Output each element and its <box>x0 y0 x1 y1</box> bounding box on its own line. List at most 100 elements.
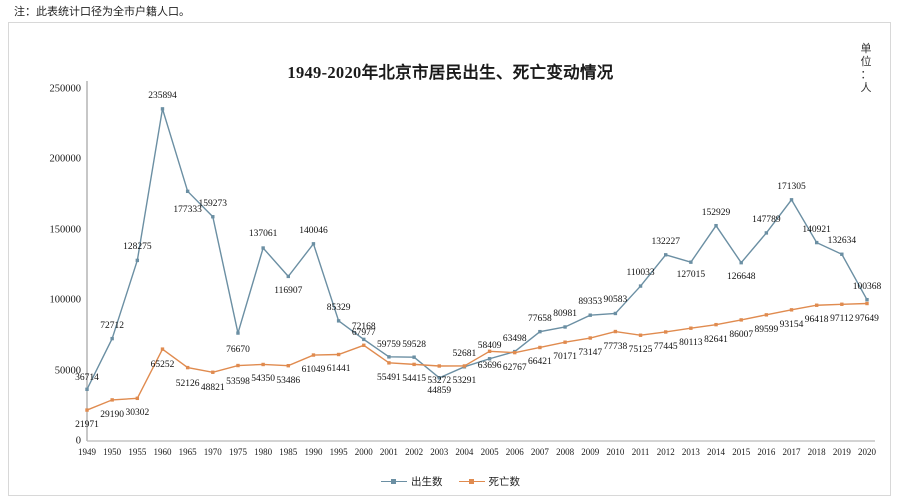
x-axis-tick-label: 1985 <box>279 447 298 457</box>
x-axis-tick-label: 2001 <box>379 447 398 457</box>
y-axis-tick-label: 200000 <box>49 153 82 165</box>
legend-item-deaths[interactable]: 死亡数 <box>458 474 521 489</box>
data-point <box>764 231 769 235</box>
x-axis-tick-label: 1965 <box>178 447 197 457</box>
data-value-label: 140921 <box>802 224 831 235</box>
data-point <box>85 387 89 392</box>
data-value-label: 128275 <box>123 242 152 253</box>
data-point <box>362 343 366 347</box>
data-value-label: 62767 <box>502 362 527 373</box>
y-axis-tick-label: 150000 <box>49 224 82 236</box>
data-value-label: 82641 <box>704 334 728 345</box>
data-value-label: 80113 <box>679 338 703 349</box>
data-point <box>789 198 794 202</box>
data-point <box>286 363 290 368</box>
data-value-label: 76670 <box>226 345 250 356</box>
data-point <box>865 301 869 306</box>
data-value-label: 58409 <box>477 340 502 351</box>
data-value-label: 137061 <box>248 229 278 240</box>
x-axis-tick-label: 2010 <box>606 447 625 457</box>
data-value-label: 89599 <box>754 324 779 335</box>
legend-item-births[interactable]: 出生数 <box>381 474 443 489</box>
data-value-label: 77658 <box>528 313 552 324</box>
x-axis-tick-label: 2009 <box>581 447 600 457</box>
data-point <box>462 364 467 368</box>
data-point <box>85 408 89 412</box>
chart-svg <box>85 81 875 442</box>
x-axis-tick-label: 2016 <box>757 447 776 457</box>
data-point <box>236 363 240 368</box>
data-value-label: 73147 <box>578 348 603 358</box>
data-value-label: 66421 <box>528 357 552 368</box>
data-point <box>110 398 114 402</box>
x-axis-tick-label: 2019 <box>832 447 851 457</box>
data-point <box>311 242 316 246</box>
data-value-label: 96418 <box>804 315 829 326</box>
data-point <box>563 340 567 344</box>
series-line-deaths <box>86 302 868 411</box>
data-value-label: 89353 <box>578 297 603 308</box>
x-axis-tick-label: 2011 <box>631 447 650 457</box>
data-value-label: 29190 <box>100 409 125 420</box>
data-value-label: 30302 <box>125 408 150 419</box>
data-point <box>513 350 517 355</box>
data-point <box>135 396 140 401</box>
data-value-label: 126648 <box>726 271 756 282</box>
data-point <box>211 370 215 374</box>
x-axis-tick-label: 2003 <box>430 447 449 457</box>
data-value-label: 110033 <box>626 268 655 279</box>
data-value-label: 140046 <box>299 225 328 236</box>
data-point <box>588 336 592 340</box>
unit-label: 单 位 ： 人 <box>858 43 874 95</box>
data-point <box>538 345 542 350</box>
data-point <box>588 313 592 317</box>
data-point <box>840 302 844 306</box>
x-axis-tick-label: 1970 <box>203 447 222 457</box>
data-point <box>714 223 718 228</box>
data-value-label: 63498 <box>502 333 527 344</box>
x-axis-tick-label: 2020 <box>858 447 876 457</box>
x-axis-tick-label: 2014 <box>707 447 726 457</box>
data-point <box>764 313 769 317</box>
data-point <box>840 252 844 256</box>
data-value-label: 100368 <box>852 281 882 292</box>
data-point <box>261 362 265 367</box>
data-point <box>110 336 114 341</box>
data-point <box>336 352 341 357</box>
data-point <box>311 353 316 357</box>
x-axis-tick-label: 2015 <box>732 447 751 457</box>
data-point <box>185 365 190 370</box>
data-point <box>689 326 693 330</box>
data-value-label: 127015 <box>676 270 706 281</box>
unit-char-3: 人 <box>860 82 872 94</box>
data-point <box>638 333 643 337</box>
data-value-label: 61049 <box>301 365 326 376</box>
chart-title: 1949-2020年北京市居民出生、死亡变动情况 <box>287 63 614 82</box>
data-value-label: 86007 <box>729 329 754 340</box>
data-point <box>487 349 492 354</box>
data-point <box>135 258 140 263</box>
x-axis-tick-label: 2018 <box>807 447 826 457</box>
legend-swatch-deaths <box>458 477 485 486</box>
data-point <box>487 357 492 361</box>
data-value-label: 52126 <box>175 378 200 389</box>
legend-label-deaths: 死亡数 <box>488 476 521 488</box>
data-value-label: 54415 <box>402 374 426 385</box>
data-point <box>739 260 743 265</box>
data-point <box>362 337 366 342</box>
data-value-label: 132634 <box>827 236 857 247</box>
data-value-label: 235894 <box>148 90 177 101</box>
x-axis-tick-label: 2004 <box>455 447 474 457</box>
data-point <box>789 308 794 312</box>
data-point <box>261 246 265 250</box>
data-point <box>412 362 416 367</box>
data-value-label: 159273 <box>198 198 228 209</box>
data-point <box>336 319 341 323</box>
data-value-label: 48821 <box>200 383 225 394</box>
plot-area: 0 50000 100000 150000 200000 250000 1949 1950 19… <box>9 23 892 497</box>
x-axis-tick-label: 2008 <box>556 447 575 457</box>
x-axis-tick-label: 2006 <box>505 447 524 457</box>
data-point <box>160 107 165 111</box>
data-value-label: 44859 <box>427 385 452 396</box>
data-point <box>185 189 190 194</box>
